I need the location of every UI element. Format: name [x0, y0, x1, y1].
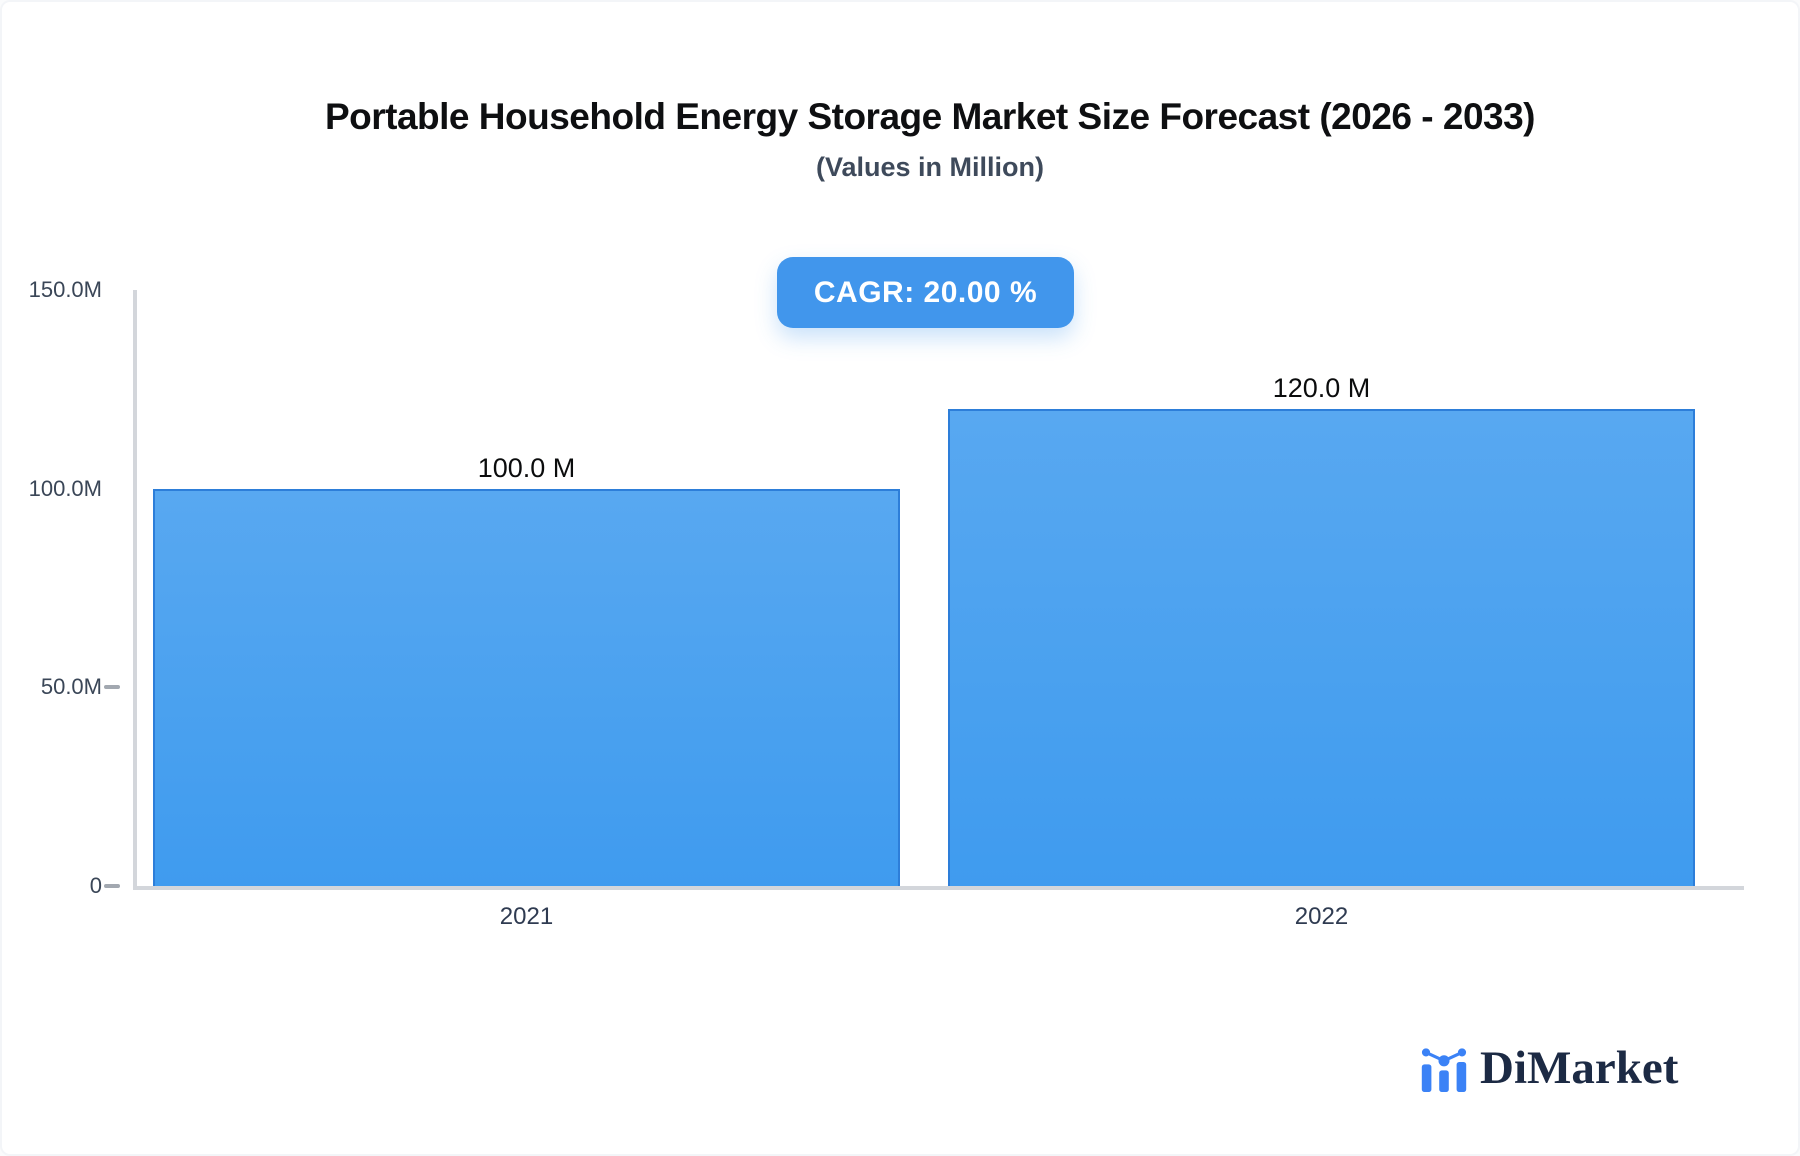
y-tick-label: 0 — [89, 873, 102, 898]
bar-2021 — [153, 488, 900, 886]
y-tick-label: 50.0M — [40, 674, 102, 700]
y-tick-dash — [104, 884, 120, 888]
cagr-badge-label: CAGR: 20.00 % — [813, 275, 1038, 309]
bar-line-chart-icon — [1421, 1048, 1467, 1092]
y-axis-line — [133, 290, 137, 890]
chart-subtitle: (Values in Million) — [815, 152, 1045, 182]
brand-logo: DiMarket — [1420, 1044, 1678, 1092]
y-tick-label: 150.0M — [28, 277, 102, 302]
x-tick-label: 2021 — [499, 903, 554, 930]
cagr-badge: CAGR: 20.00 % — [777, 257, 1074, 328]
x-axis-line — [133, 886, 1744, 890]
brand-logo-text: DiMarket — [1480, 1042, 1679, 1094]
y-tick-label: 100.0M — [28, 475, 102, 501]
bar-2022 — [948, 409, 1695, 886]
y-tick-dash — [104, 685, 120, 690]
bar-value-label: 120.0 M — [1272, 373, 1371, 404]
page-title: Portable Household Energy Storage Market… — [324, 96, 1536, 137]
x-tick-label: 2022 — [1294, 903, 1349, 930]
bar-value-label: 100.0 M — [477, 452, 576, 483]
